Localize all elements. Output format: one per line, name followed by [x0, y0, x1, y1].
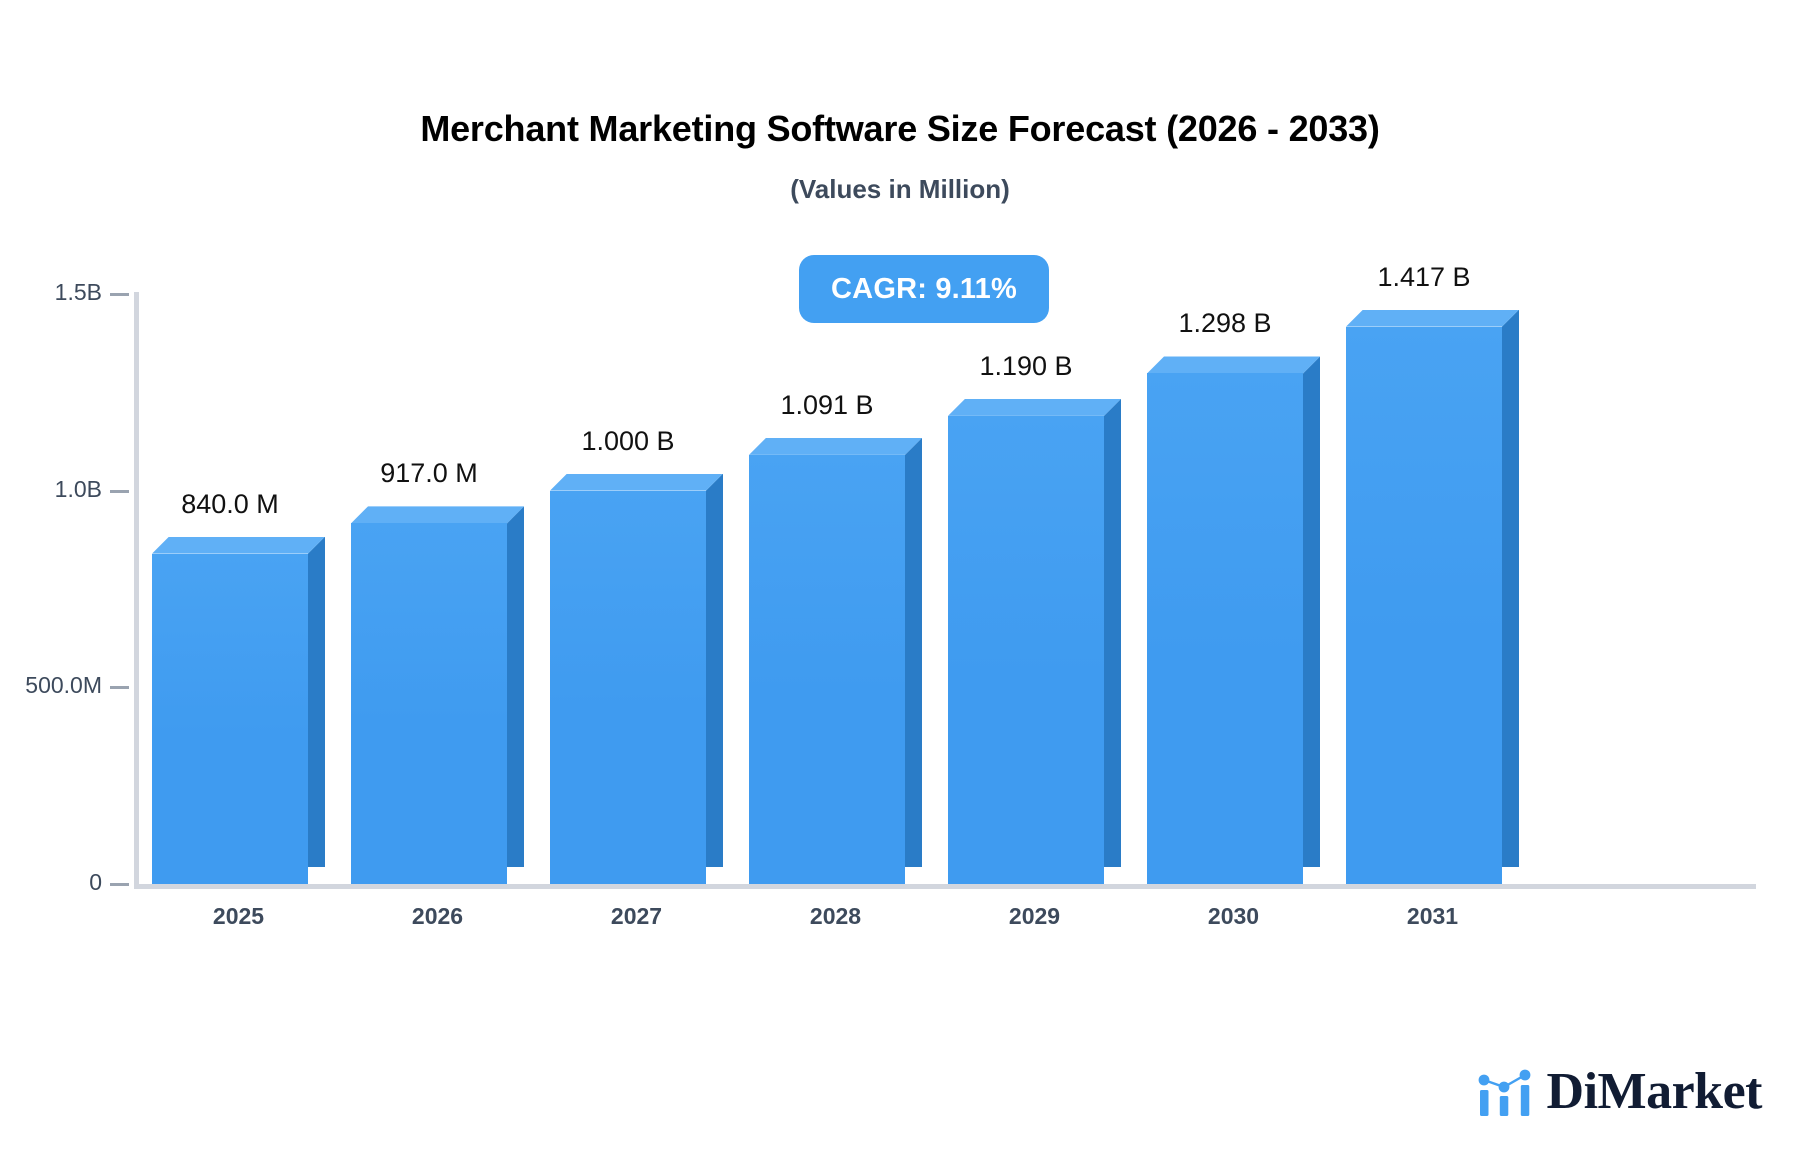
y-axis-tick-mark [110, 686, 129, 690]
bar-side-face [1104, 398, 1121, 867]
bar-side-face [706, 473, 723, 867]
x-axis-tick-label: 2031 [1406, 903, 1459, 929]
bar-side-face [1303, 356, 1320, 867]
bar-front-face [749, 454, 905, 884]
brand-name: DiMarket [1546, 1063, 1763, 1120]
bar-2026[interactable] [351, 0, 524, 884]
x-axis-tick-label: 2030 [1207, 903, 1260, 929]
bar-side-face [507, 506, 524, 867]
bar-2025[interactable] [152, 0, 325, 884]
y-axis-tick-mark [110, 489, 129, 493]
bar-top-face [1346, 310, 1519, 327]
y-axis-tick-label: 0 [89, 869, 102, 895]
bar-front-face [948, 415, 1104, 884]
bar-side-face [1502, 309, 1519, 867]
y-axis-line [134, 292, 139, 886]
bar-front-face [152, 553, 308, 884]
brand-logo: DiMarket [1477, 1063, 1763, 1120]
bar-2030[interactable] [1147, 0, 1320, 884]
bar-2029[interactable] [948, 0, 1121, 884]
x-axis-tick-label: 2028 [809, 903, 862, 929]
bar-front-face [1147, 373, 1303, 884]
x-axis-line [134, 884, 1756, 889]
bar-top-face [550, 474, 723, 491]
x-axis-tick-label: 2025 [212, 903, 265, 929]
y-axis-tick-label: 1.5B [54, 279, 102, 305]
x-axis-tick-label: 2027 [610, 903, 663, 929]
bar-front-face [550, 490, 706, 884]
bar-chart-logo-icon [1478, 1069, 1530, 1116]
chart-title: Merchant Marketing Software Size Forecas… [420, 108, 1380, 149]
bar-2031[interactable] [1346, 0, 1519, 884]
bar-top-face [351, 506, 524, 523]
cagr-badge: CAGR: 9.11% [799, 255, 1049, 323]
y-axis-tick-label: 500.0M [25, 672, 102, 699]
y-axis-tick-mark [110, 883, 129, 886]
bar-2028[interactable] [749, 0, 922, 884]
bar-front-face [351, 523, 507, 884]
x-axis-tick-label: 2029 [1008, 903, 1061, 929]
y-axis-tick-label: 1.0B [54, 475, 102, 502]
chart-subtitle: (Values in Million) [790, 174, 1010, 204]
x-axis-tick-label: 2026 [411, 903, 464, 929]
bar-top-face [749, 438, 922, 455]
bar-top-face [1147, 356, 1320, 373]
y-axis-tick-mark [110, 293, 129, 296]
bar-2027[interactable] [550, 0, 723, 884]
bar-front-face [1346, 326, 1502, 884]
bar-side-face [905, 437, 922, 867]
bar-top-face [152, 537, 325, 554]
bar-side-face [308, 536, 325, 867]
bar-top-face [948, 399, 1121, 416]
